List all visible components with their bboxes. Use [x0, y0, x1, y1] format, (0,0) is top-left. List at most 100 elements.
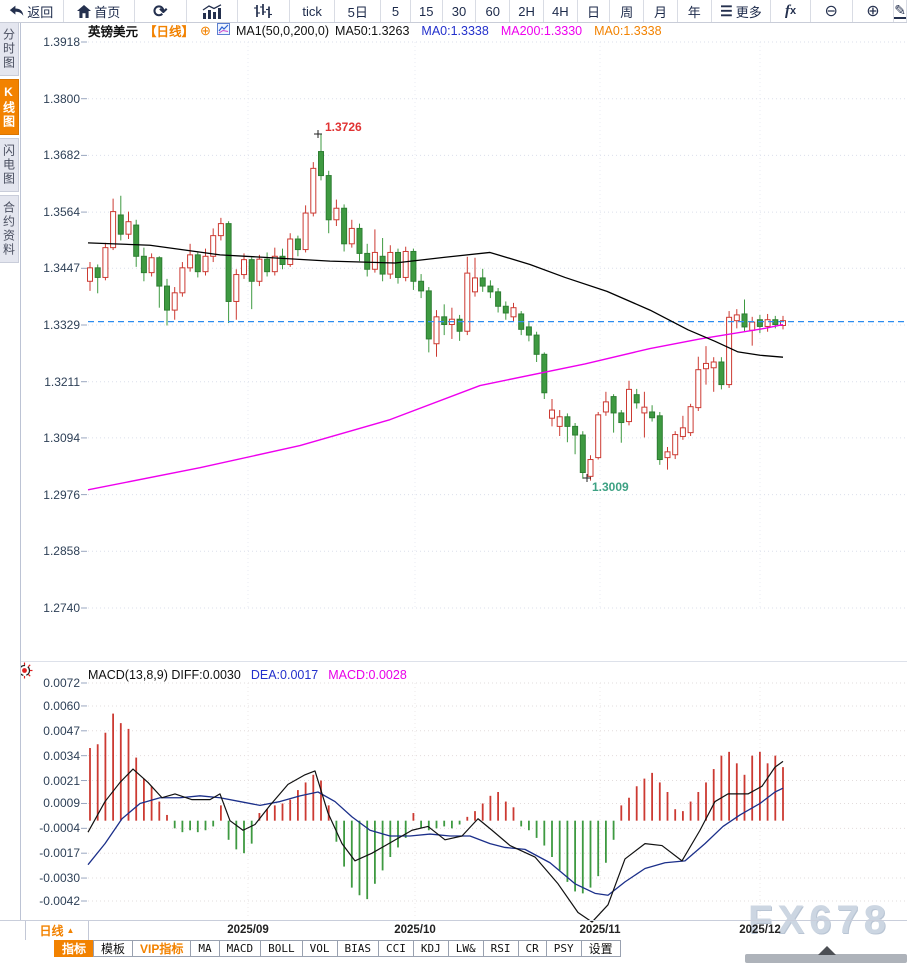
topbar-item-label: 5: [391, 3, 400, 19]
period-selector[interactable]: 日线 ▲: [25, 921, 89, 940]
topbar-item-interval-month[interactable]: 月: [644, 0, 678, 22]
macd-value-label: MACD(13,8,9) DIFF:0.0030: [88, 668, 241, 682]
topbar-item-interval-week[interactable]: 周: [610, 0, 645, 22]
symbol-name: 英镑美元: [88, 25, 139, 39]
tab-lw[interactable]: LW&: [447, 940, 484, 957]
ma-value-label: MA0:1.3338: [594, 23, 662, 38]
ma-value-label: MA0:1.3338: [421, 23, 489, 38]
period-selector-label: 日线: [39, 924, 64, 938]
topbar-item-interval-year[interactable]: 年: [678, 0, 712, 22]
macd-header: MACD(13,8,9) DIFF:0.0030 DEA:0.0017 MACD:0…: [88, 668, 407, 682]
date-axis-border: [0, 920, 907, 921]
zoom-out-icon: ⊖: [824, 3, 838, 20]
left-sidebar: 分时图 K线图闪电图合约资料: [0, 22, 21, 920]
topbar-item-label: 月: [654, 4, 668, 20]
price-axis-label: 1.3918: [43, 35, 80, 49]
topbar-item-label: 首页: [94, 4, 121, 20]
topbar-item-refresh[interactable]: ⟳: [135, 0, 187, 22]
tab-rsi[interactable]: RSI: [482, 940, 519, 957]
menu-icon: ☰: [720, 2, 733, 19]
bar-chart-icon: [202, 3, 222, 19]
macd-axis-label: -0.0030: [39, 871, 80, 886]
topbar-item-interval-2h[interactable]: 2H: [510, 0, 544, 22]
price-axis-label: 1.3800: [43, 91, 80, 106]
macd-value-label: MACD:0.0028: [328, 668, 407, 682]
top-toolbar: 返回 首页 ⟳ tick 5日 5 15 30 60 2H 4H 日 周 月 年 ☰ 更多 f x ⊖ ⊕ ✎: [0, 0, 907, 23]
macd-axis-label: -0.0017: [39, 846, 80, 861]
sidebar-item-kline-chart[interactable]: K线图: [0, 79, 19, 135]
macd-axis-label: -0.0004: [39, 821, 80, 836]
topbar-item-interval-15[interactable]: 15: [411, 0, 443, 22]
topbar-item-interval-5[interactable]: 5: [381, 0, 411, 22]
topbar-item-interval-4h[interactable]: 4H: [544, 0, 578, 22]
macd-axis-label: 0.0021: [43, 773, 80, 788]
price-axis-label: 1.2976: [43, 487, 80, 502]
topbar-item-back[interactable]: 返回: [0, 0, 64, 22]
tab-cci[interactable]: CCI: [378, 940, 414, 957]
topbar-item-label: 更多: [735, 4, 762, 20]
macd-value-label: DEA:0.0017: [250, 668, 319, 682]
horizontal-scrollbar[interactable]: [745, 954, 907, 963]
tab-ma[interactable]: MA: [190, 940, 220, 957]
tab-kdj[interactable]: KDJ: [412, 940, 449, 957]
tab-indicators[interactable]: 指标: [54, 940, 95, 957]
tab-psy[interactable]: PSY: [545, 940, 582, 957]
topbar-item-interval-tick[interactable]: tick: [290, 0, 336, 22]
price-axis-label: 1.3564: [43, 205, 80, 220]
mini-chart-icon[interactable]: [216, 23, 230, 38]
topbar-item-label: 日: [587, 4, 601, 20]
topbar-item-label: 返回: [27, 4, 54, 20]
topbar-item-draw-tool[interactable]: ✎: [894, 0, 907, 22]
tab-bias[interactable]: BIAS: [336, 940, 379, 957]
date-axis-label: 2025/11: [579, 924, 621, 936]
topbar-item-interval-60[interactable]: 60: [476, 0, 511, 22]
topbar-item-label: tick: [302, 3, 322, 19]
price-axis-label: 1.3094: [43, 430, 80, 445]
sidebar-item-lightning-chart[interactable]: 闪电图: [0, 138, 19, 192]
ma-settings-label: MA1(50,0,200,0): [235, 23, 330, 38]
topbar-item-interval-30[interactable]: 30: [443, 0, 477, 22]
topbar-item-zoom-out[interactable]: ⊖: [811, 0, 853, 22]
date-axis-label: 2025/09: [227, 924, 269, 936]
ma-value-label: MA200:1.3330: [500, 23, 583, 38]
topbar-item-candle-chart-view[interactable]: [238, 0, 290, 22]
ma-values: MA50:1.3263 MA0:1.3338 MA200:1.3330 MA0:1.3…: [335, 24, 662, 38]
topbar-item-interval-day[interactable]: 日: [578, 0, 611, 22]
topbar-item-label: 2H: [518, 3, 535, 19]
low-price-annotation: 1.3009: [592, 480, 629, 494]
macd-axis-label: -0.0042: [39, 894, 80, 908]
price-axis-label: 1.2858: [43, 544, 80, 559]
tab-cr[interactable]: CR: [517, 940, 547, 957]
topbar-item-label: 4H: [551, 3, 569, 19]
home-icon: [77, 4, 92, 18]
topbar-item-more-menu[interactable]: ☰ 更多: [712, 0, 772, 22]
sidebar-item-contract-info[interactable]: 合约资料: [0, 195, 19, 263]
scroll-up-arrow-icon[interactable]: [818, 946, 836, 955]
topbar-item-label: 5日: [347, 4, 368, 20]
date-axis-label: 2025/12: [739, 924, 781, 936]
topbar-item-label: 30: [451, 3, 467, 19]
tab-settings[interactable]: 设置: [580, 940, 621, 957]
topbar-item-bar-chart-view[interactable]: [187, 0, 239, 22]
high-price-annotation: 1.3726: [325, 120, 362, 134]
macd-axis-label: 0.0072: [43, 676, 80, 690]
tab-vol[interactable]: VOL: [301, 940, 338, 957]
add-indicator-icon[interactable]: ⊕: [200, 23, 211, 38]
period-label: 【日线】: [144, 25, 195, 39]
topbar-item-label: 15: [419, 3, 434, 19]
price-axis-label: 1.3211: [44, 374, 80, 389]
topbar-item-label: 周: [620, 4, 634, 20]
sidebar-item-time-chart[interactable]: 分时图: [0, 22, 19, 76]
tab-vip-indicators[interactable]: VIP指标: [132, 940, 192, 957]
price-axis-label: 1.2740: [43, 601, 80, 615]
topbar-item-home[interactable]: 首页: [64, 0, 135, 22]
tab-macd[interactable]: MACD: [218, 940, 262, 957]
tab-templates[interactable]: 模板: [93, 940, 134, 957]
topbar-item-zoom-in[interactable]: ⊕: [853, 0, 895, 22]
topbar-item-interval-5d[interactable]: 5日: [335, 0, 382, 22]
panel-divider: [0, 661, 907, 662]
tab-boll[interactable]: BOLL: [260, 940, 303, 957]
